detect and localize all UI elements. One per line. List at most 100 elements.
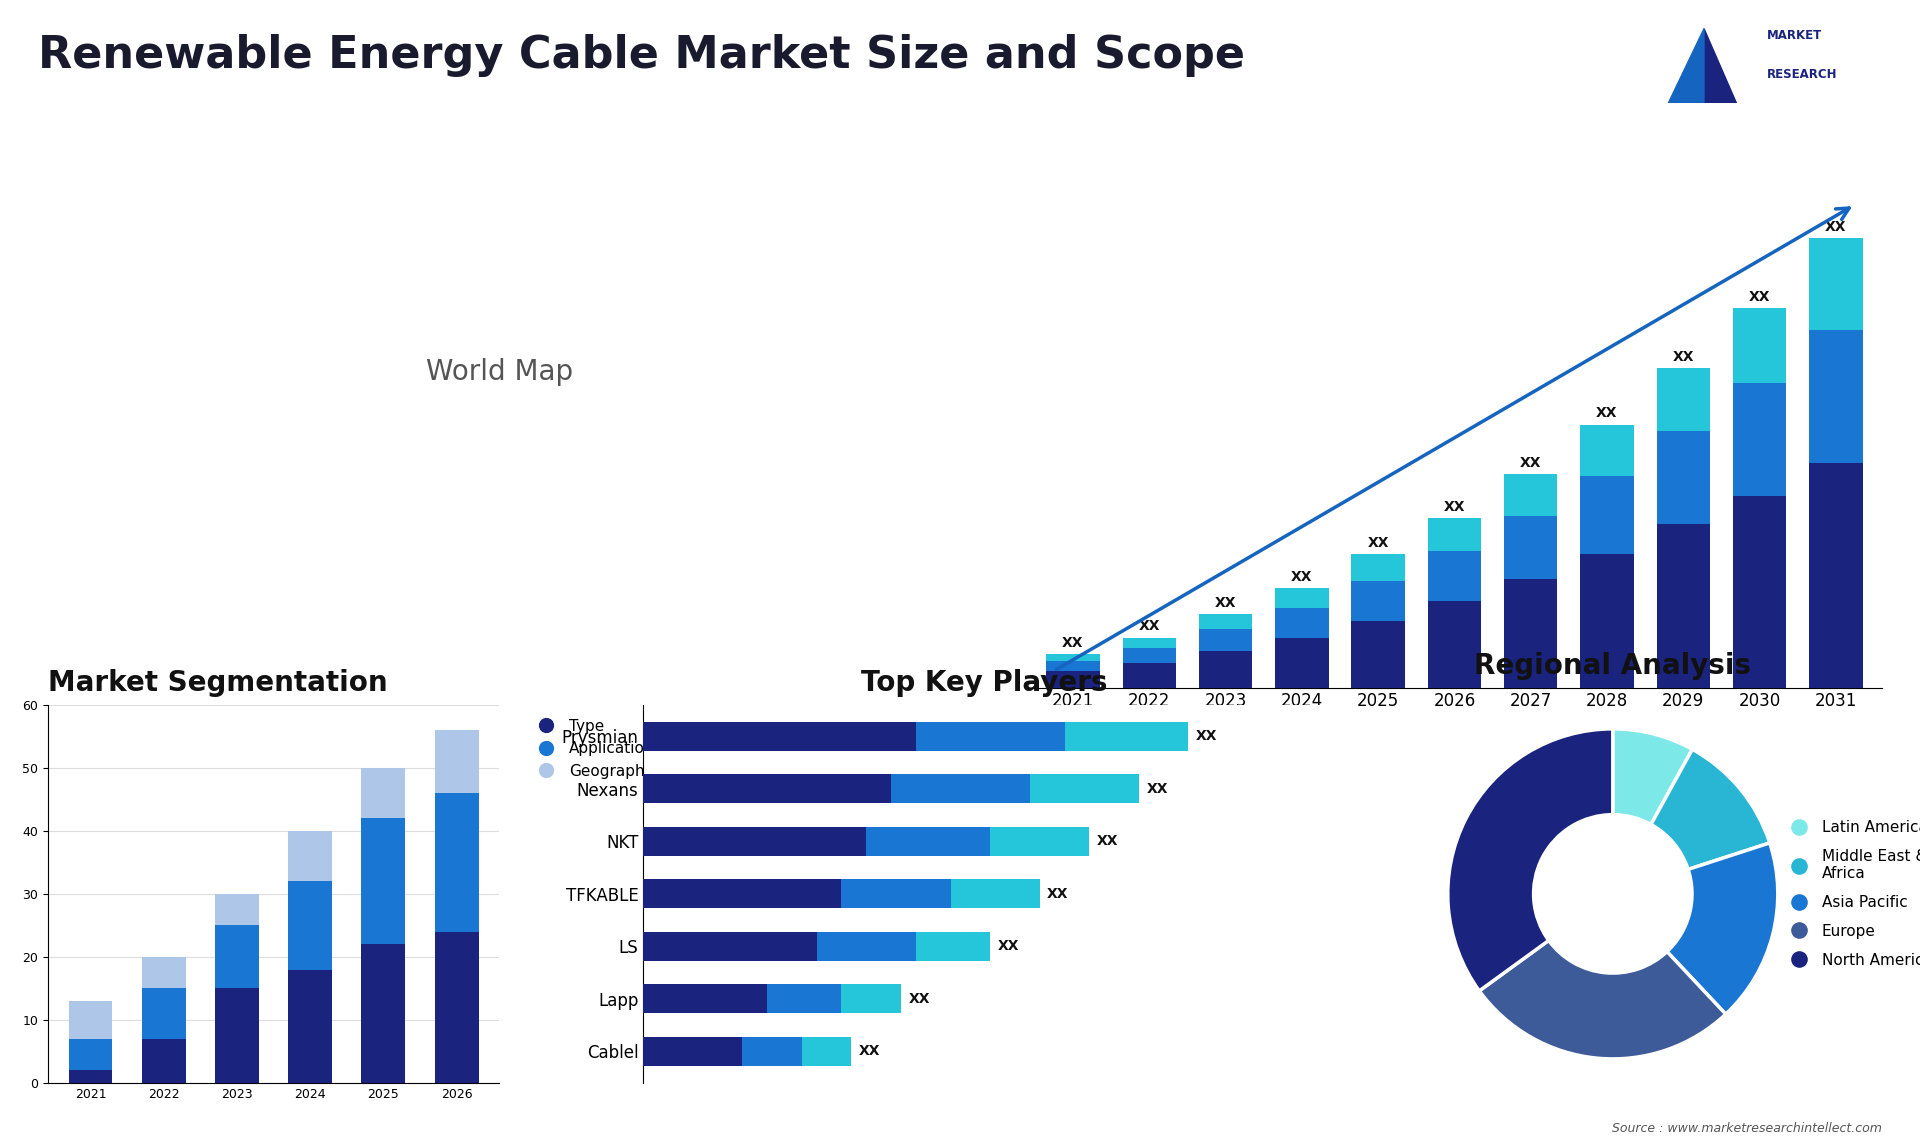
Bar	[866, 827, 991, 856]
Bar	[69, 1038, 113, 1070]
Bar	[1809, 330, 1862, 463]
Text: XX: XX	[1196, 729, 1217, 744]
Text: XX: XX	[1146, 782, 1167, 795]
Wedge shape	[1478, 941, 1726, 1059]
Bar	[1428, 601, 1480, 688]
Bar	[69, 1002, 113, 1038]
Text: XX: XX	[1062, 636, 1083, 650]
Text: MARKET: MARKET	[1766, 29, 1822, 41]
Bar	[1809, 463, 1862, 688]
Text: XX: XX	[1096, 834, 1117, 848]
Bar	[1809, 238, 1862, 330]
Bar	[991, 827, 1089, 856]
Bar	[643, 932, 816, 960]
Bar	[1657, 368, 1711, 431]
Text: XX: XX	[1367, 536, 1388, 550]
Bar	[1503, 580, 1557, 688]
Text: XX: XX	[1749, 290, 1770, 304]
Text: INTELLECT: INTELLECT	[1766, 107, 1837, 119]
Bar	[643, 879, 841, 909]
Bar	[1046, 661, 1100, 670]
Bar	[768, 984, 841, 1013]
Bar	[142, 957, 186, 988]
Bar	[950, 879, 1041, 909]
Bar	[142, 1038, 186, 1083]
Bar	[916, 932, 991, 960]
Polygon shape	[1649, 29, 1705, 143]
Bar	[361, 768, 405, 818]
Text: XX: XX	[1826, 220, 1847, 234]
Bar	[434, 932, 478, 1083]
Wedge shape	[1667, 843, 1778, 1014]
Bar	[841, 984, 900, 1013]
Bar	[215, 988, 259, 1083]
Bar	[1275, 607, 1329, 637]
Bar	[1046, 654, 1100, 661]
Text: XX: XX	[1521, 456, 1542, 470]
Text: XX: XX	[1215, 596, 1236, 610]
Text: Market Segmentation: Market Segmentation	[48, 669, 388, 697]
Bar	[643, 775, 891, 803]
Bar	[1734, 496, 1786, 688]
Bar	[1275, 637, 1329, 688]
Bar	[1123, 662, 1175, 688]
Text: RESEARCH: RESEARCH	[1766, 68, 1837, 80]
Bar	[288, 881, 332, 970]
Wedge shape	[1651, 749, 1770, 870]
Bar	[434, 730, 478, 793]
Text: XX: XX	[1139, 620, 1160, 634]
Legend: Latin America, Middle East &
Africa, Asia Pacific, Europe, North America: Latin America, Middle East & Africa, Asi…	[1778, 814, 1920, 974]
Bar	[1352, 581, 1405, 621]
Bar	[1580, 555, 1634, 688]
Bar	[1198, 629, 1252, 651]
Bar	[1123, 637, 1175, 647]
Bar	[142, 988, 186, 1038]
Bar	[803, 1037, 851, 1066]
Text: XX: XX	[1596, 407, 1619, 421]
Text: XX: XX	[908, 992, 929, 1006]
Text: XX: XX	[858, 1044, 881, 1059]
Bar	[916, 722, 1064, 751]
Bar	[1657, 525, 1711, 688]
Wedge shape	[1613, 729, 1692, 824]
Bar	[841, 879, 950, 909]
Text: Renewable Energy Cable Market Size and Scope: Renewable Energy Cable Market Size and S…	[38, 34, 1246, 78]
Bar	[1352, 621, 1405, 688]
Bar	[1657, 431, 1711, 525]
Bar	[816, 932, 916, 960]
Text: Source : www.marketresearchintellect.com: Source : www.marketresearchintellect.com	[1611, 1122, 1882, 1135]
Bar	[69, 1070, 113, 1083]
Bar	[1275, 588, 1329, 607]
Text: XX: XX	[1046, 887, 1069, 901]
Bar	[1734, 308, 1786, 383]
Bar	[743, 1037, 803, 1066]
Text: World Map: World Map	[426, 359, 572, 386]
Title: Regional Analysis: Regional Analysis	[1475, 652, 1751, 680]
Title: Top Key Players: Top Key Players	[860, 669, 1108, 697]
Text: XX: XX	[1672, 350, 1693, 363]
Bar	[215, 926, 259, 988]
Bar	[1198, 614, 1252, 629]
Bar	[361, 818, 405, 944]
Bar	[1428, 518, 1480, 551]
Bar	[1580, 476, 1634, 555]
Bar	[288, 970, 332, 1083]
Text: XX: XX	[1444, 500, 1465, 513]
Bar	[1046, 670, 1100, 688]
Bar	[1503, 474, 1557, 516]
Legend: Type, Application, Geography: Type, Application, Geography	[524, 713, 660, 785]
Bar	[215, 894, 259, 926]
Bar	[1580, 424, 1634, 476]
Bar	[643, 722, 916, 751]
Bar	[288, 831, 332, 881]
Bar	[1029, 775, 1139, 803]
Bar	[1123, 647, 1175, 662]
Bar	[643, 984, 768, 1013]
Text: XX: XX	[1290, 570, 1313, 583]
Bar	[434, 793, 478, 932]
Polygon shape	[1705, 29, 1755, 143]
Bar	[891, 775, 1029, 803]
Bar	[1352, 555, 1405, 581]
Bar	[1503, 516, 1557, 580]
Wedge shape	[1448, 729, 1613, 991]
